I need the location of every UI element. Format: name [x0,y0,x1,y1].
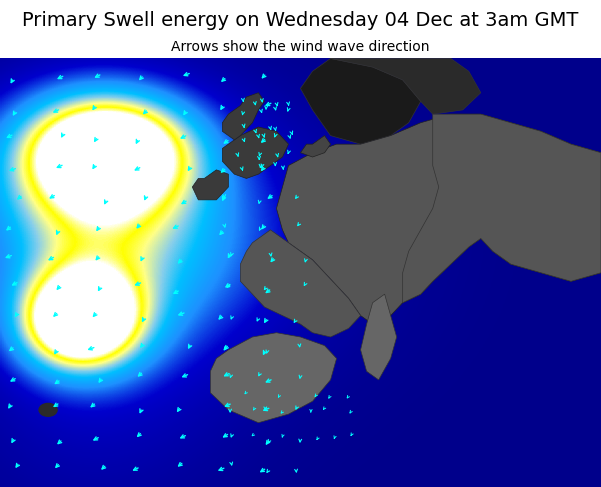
Polygon shape [276,114,601,324]
Text: Arrows show the wind wave direction: Arrows show the wind wave direction [171,40,430,54]
Circle shape [39,403,57,416]
Polygon shape [210,333,337,423]
Polygon shape [403,114,601,303]
Polygon shape [300,135,331,157]
Polygon shape [300,58,421,144]
Polygon shape [192,170,228,200]
Polygon shape [240,230,361,337]
Polygon shape [222,93,264,140]
Polygon shape [361,294,397,380]
Polygon shape [222,127,288,178]
Polygon shape [331,58,481,114]
Text: Primary Swell energy on Wednesday 04 Dec at 3am GMT: Primary Swell energy on Wednesday 04 Dec… [22,11,579,30]
